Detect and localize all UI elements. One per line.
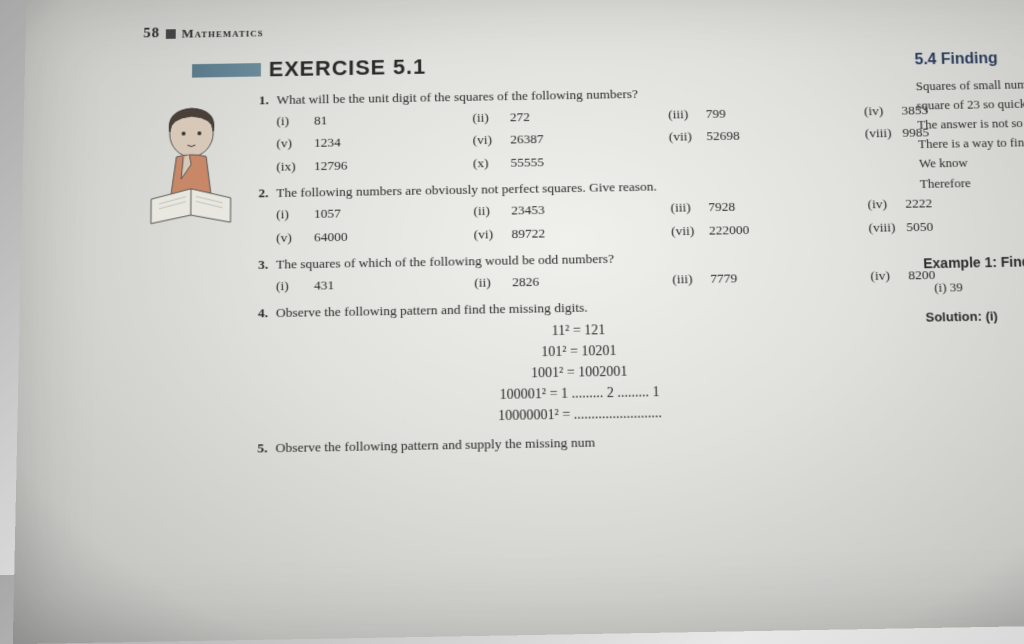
right-text: The answer is not so [917,112,1024,134]
q4-stem: Observe the following pattern and find t… [276,297,588,324]
q1-opt: (vii)52698 [669,123,856,147]
exercise-heading: EXERCISE 5.1 [192,44,1024,83]
q4-number: 4. [250,303,268,325]
q2-opt: (vi)89722 [474,220,662,244]
subject-label: Mathematics [182,24,264,41]
q1-opt: (x)55555 [473,149,660,173]
section-title: 5.4 Finding [914,46,1024,73]
q2-opt: (vii)222000 [671,217,859,241]
page-number: 58 [143,26,160,42]
right-text: Therefore23 [919,171,1024,194]
q2-opt: (v)64000 [276,224,464,248]
exercise-title: EXERCISE 5.1 [269,55,426,83]
q1-opt: (iii)799 [668,101,855,125]
question-4: 4. Observe the following pattern and fin… [249,289,1024,431]
q1-options: (i)81 (ii)272 (iii)799 (iv)3853 (v)1234 … [276,97,1024,177]
q4-pattern: 11² = 121 101² = 10201 1001² = 1002001 1… [276,312,1024,431]
right-tail: (ii) [928,375,1024,398]
question-2: 2. The following numbers are obviously n… [250,169,1024,248]
solution-label: Solution: (i) [925,305,1024,328]
q1-number: 1. [251,90,269,111]
right-column: 5.4 Finding Squares of small num square … [914,46,1024,398]
q5-stem: Observe the following pattern and supply… [275,431,595,458]
q1-opt: (v)1234 [276,130,462,154]
header-square-icon [166,29,176,39]
content-row: 1. What will be the unit digit of the sq… [138,76,1024,467]
q5-number: 5. [249,437,267,459]
textbook-page: 58 Mathematics EXERCISE 5.1 [13,0,1024,644]
right-text: Squares of small num [915,74,1024,96]
q1-opt: (ii)272 [472,104,658,128]
right-text: There is a way to find [918,132,1024,154]
q2-opt: (i)1057 [276,201,463,225]
q3-opt: (iii)7779 [672,265,861,290]
q3-opt: (ii)2826 [474,269,663,294]
exercise-bar-icon [192,63,261,78]
q1-opt: (ix)12796 [276,153,463,177]
example-title: Example 1: Find [923,250,1024,274]
question-3: 3. The squares of which of the following… [250,241,1024,297]
right-text: square of 23 so quickl [916,93,1024,115]
q2-opt: (ii)23453 [473,197,661,221]
q3-number: 3. [250,254,268,276]
q2-number: 2. [250,183,268,204]
q1-opt: (i)81 [276,107,462,131]
question-1: 1. What will be the unit digit of the sq… [251,76,1024,177]
right-text: We know2 [919,151,1024,174]
example-sub: (i) 39 [934,275,1024,298]
student-illustration [141,96,241,234]
q2-opt: (iii)7928 [670,194,858,218]
q1-opt: (vi)26387 [473,127,660,151]
q3-opt: (i)431 [276,272,464,297]
page-header: 58 Mathematics [143,11,1024,42]
questions-block: 1. What will be the unit digit of the sq… [249,76,1024,465]
